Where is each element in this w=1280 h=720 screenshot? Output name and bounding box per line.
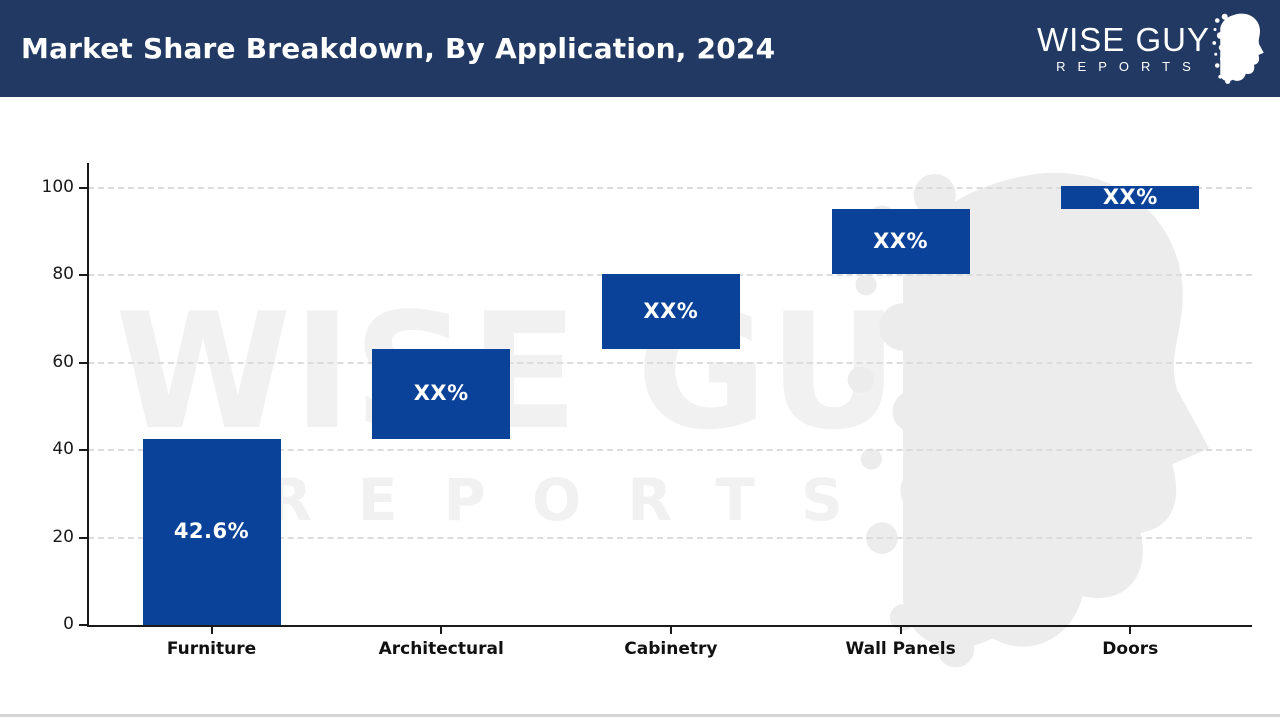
x-tick-mark xyxy=(210,627,213,634)
x-tick-mark xyxy=(1129,627,1132,634)
x-axis xyxy=(87,625,1252,627)
waterfall-chart: WISE GUY REPORTS 0 20 40 60 80 100 42.6% XX% XX%… xyxy=(0,97,1280,714)
y-tick-label: 40 xyxy=(52,439,74,460)
wiseguy-logo: WISE GUY REPORTS xyxy=(1037,10,1266,88)
y-tick-mark xyxy=(79,624,87,626)
bar-cabinetry: XX% xyxy=(601,274,740,350)
y-tick-label: 0 xyxy=(63,614,74,634)
logo-reports-text: REPORTS xyxy=(1056,59,1203,75)
bar-value-label-cabinetry: XX% xyxy=(643,299,699,324)
bar-value-label-wall-panels: XX% xyxy=(873,228,929,253)
x-tick-mark xyxy=(669,627,672,634)
y-tick-mark xyxy=(79,449,87,452)
bar-furniture: 42.6% xyxy=(142,438,281,625)
y-tick-label: 100 xyxy=(41,176,74,197)
y-tick-mark xyxy=(79,186,87,189)
bar-wall-panels: XX% xyxy=(831,208,970,275)
y-tick-label: 20 xyxy=(52,526,74,547)
bar-value-label-doors: XX% xyxy=(1102,184,1158,209)
gridline-60 xyxy=(88,361,1252,364)
y-axis xyxy=(87,163,89,627)
x-category-label-wall-panels: Wall Panels xyxy=(845,639,956,659)
y-tick-mark xyxy=(79,536,87,539)
y-tick-mark xyxy=(79,361,87,364)
logo-wordmark: WISE GUY REPORTS xyxy=(1036,20,1210,74)
y-tick-label: 60 xyxy=(52,351,74,372)
logo-wiseguy-text: WISE GUY xyxy=(1036,20,1210,58)
bar-value-label-furniture: 42.6% xyxy=(173,519,250,544)
y-tick-mark xyxy=(79,274,87,277)
gridline-100 xyxy=(88,186,1252,189)
gridline-20 xyxy=(88,536,1252,539)
x-tick-mark xyxy=(899,627,902,634)
x-category-label-architectural: Architectural xyxy=(378,639,504,659)
x-category-label-furniture: Furniture xyxy=(166,639,257,659)
x-category-label-cabinetry: Cabinetry xyxy=(624,639,718,659)
bar-architectural: XX% xyxy=(372,349,511,439)
bar-doors: XX% xyxy=(1061,184,1200,209)
x-category-label-doors: Doors xyxy=(1102,639,1159,659)
gridline-40 xyxy=(88,449,1252,452)
y-tick-label: 80 xyxy=(52,264,74,285)
header: Market Share Breakdown, By Application, … xyxy=(0,0,1280,97)
bar-value-label-architectural: XX% xyxy=(413,381,469,406)
chart-title: Market Share Breakdown, By Application, … xyxy=(21,32,776,65)
x-tick-mark xyxy=(440,627,443,634)
bottom-divider xyxy=(0,714,1280,717)
